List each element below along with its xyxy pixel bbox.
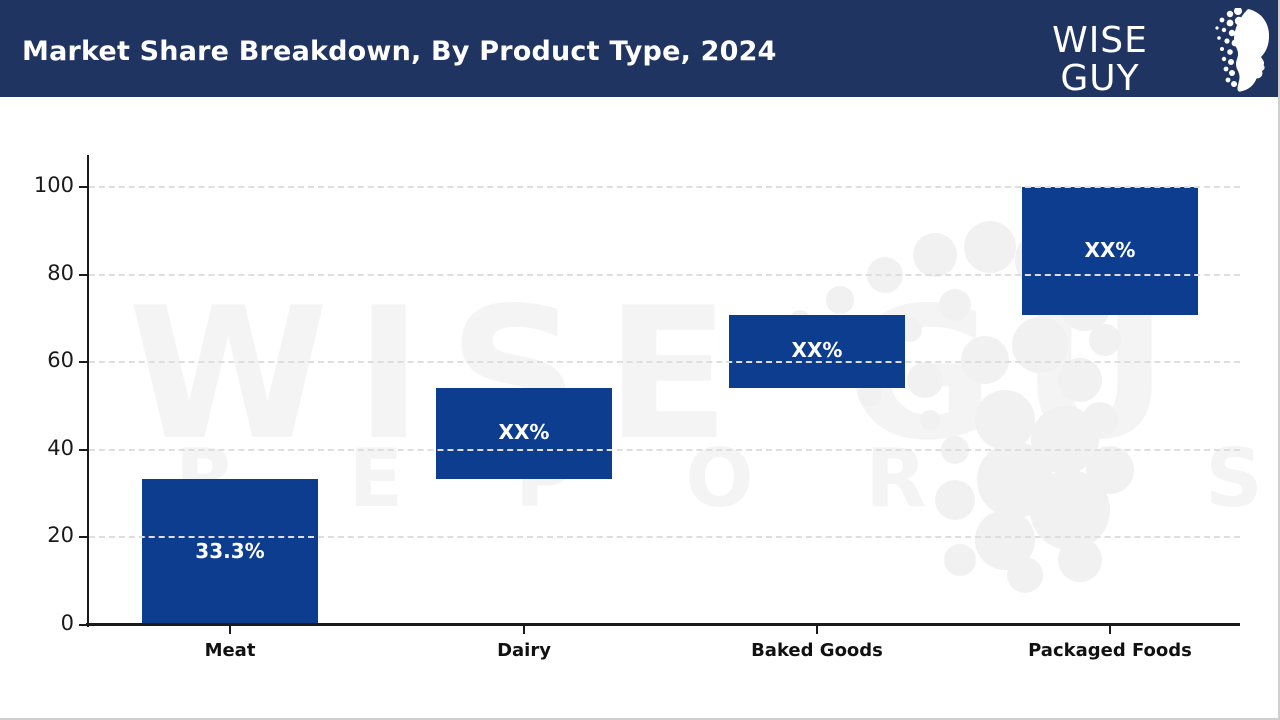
x-axis-label-meat: Meat (204, 640, 256, 661)
x-axis-label-packaged-foods: Packaged Foods (1028, 640, 1192, 661)
y-tick-mark (79, 536, 87, 539)
x-axis-label-baked-goods: Baked Goods (751, 640, 883, 661)
bar-value-label: XX% (791, 338, 843, 363)
bar-value-label: XX% (498, 420, 550, 445)
x-axis-label-dairy: Dairy (497, 640, 551, 661)
bar-dairy (436, 387, 612, 480)
y-tick-mark (79, 361, 87, 364)
gridline-100 (89, 186, 1240, 188)
y-tick-mark (79, 448, 87, 451)
y-tick-label: 60 (47, 348, 74, 373)
y-tick-mark (79, 273, 87, 276)
page-title: Market Share Breakdown, By Product Type,… (22, 36, 777, 67)
x-tick-mark (816, 626, 818, 634)
plot-area: 0 20 40 60 80 100 33.3% Meat XX% Dairy XX% Baked Go… (0, 97, 1280, 720)
gridline-60 (89, 361, 1240, 364)
header-bar: Market Share Breakdown, By Product Type,… (0, 0, 1280, 130)
x-tick-mark (229, 626, 231, 634)
bar-value-label: 33.3% (195, 539, 265, 564)
y-tick-label: 20 (47, 523, 74, 548)
bar-baked-goods (729, 314, 905, 388)
y-axis-line (87, 155, 89, 627)
logo-wordmark: WISE GUY (1052, 20, 1148, 99)
gridline-20 (89, 536, 1240, 539)
y-tick-label: 40 (47, 435, 74, 460)
y-tick-mark (79, 186, 87, 188)
bar-packaged-foods (1022, 187, 1198, 315)
logo-face-icon (1215, 8, 1270, 92)
y-tick-mark (79, 624, 87, 626)
x-tick-mark (1109, 626, 1111, 634)
logo-text: WISE GUY R E P O R T S (1008, 22, 1192, 130)
wise-guy-logo: WISE GUY R E P O R T S (1008, 6, 1270, 130)
bar-value-label: XX% (1084, 237, 1136, 262)
y-tick-label: 0 (60, 611, 74, 635)
y-tick-label: 100 (33, 173, 74, 197)
x-axis-line (86, 623, 1240, 626)
gridline-40 (89, 448, 1240, 451)
y-tick-label: 80 (47, 260, 74, 285)
x-tick-mark (523, 626, 525, 634)
bar-meat (142, 479, 318, 625)
logo-subtitle: R E P O R T S (1028, 99, 1180, 130)
gridline-80 (89, 273, 1240, 276)
